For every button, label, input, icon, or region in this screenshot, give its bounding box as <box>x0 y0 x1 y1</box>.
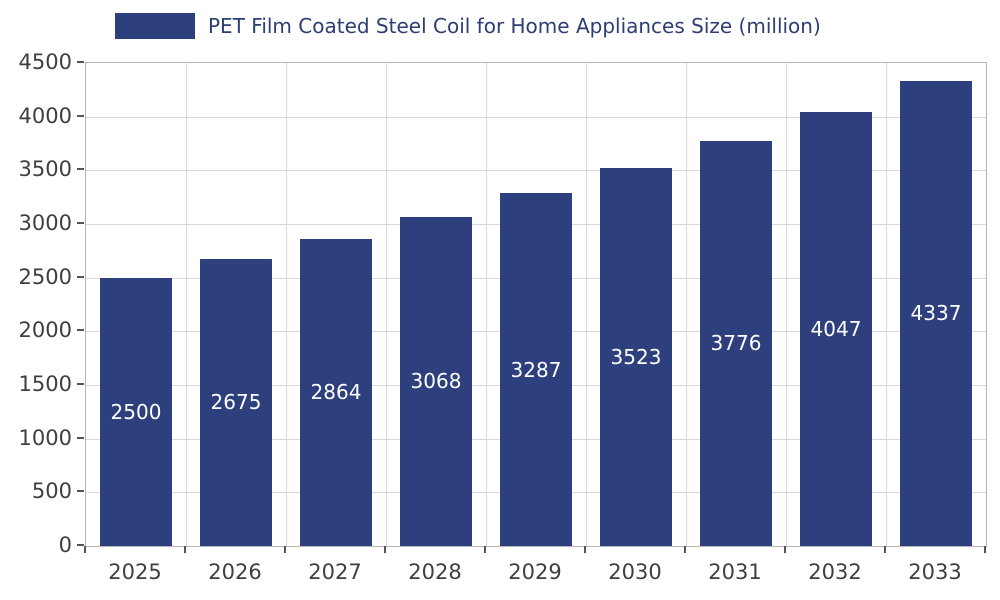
x-tick-label: 2032 <box>808 560 862 584</box>
y-tick-mark <box>77 383 84 385</box>
v-gridline <box>486 63 487 546</box>
plot-area: 2500 2675 2864 3068 3287 3523 3776 4047 4337 <box>85 62 987 547</box>
bar <box>400 216 472 546</box>
y-tick-mark <box>77 490 84 493</box>
h-gridline <box>86 116 986 118</box>
legend-swatch <box>115 13 195 39</box>
x-tick-mark <box>984 546 986 553</box>
bar-value-label: 2500 <box>110 399 162 424</box>
bar <box>100 277 172 546</box>
bar-value-label: 3287 <box>510 357 562 382</box>
y-tick-mark <box>77 544 84 546</box>
y-tick-mark <box>77 329 84 332</box>
bar-value-label: 2864 <box>310 380 362 405</box>
y-tick-mark <box>77 222 84 224</box>
x-tick-label: 2030 <box>608 560 662 584</box>
y-tick-label: 4500 <box>18 50 72 74</box>
x-tick-label: 2025 <box>108 560 162 584</box>
y-tick-mark <box>77 61 84 63</box>
bar <box>300 238 372 546</box>
x-tick-mark <box>684 546 686 553</box>
x-tick-label: 2029 <box>508 560 562 584</box>
bar <box>700 140 772 546</box>
x-tick-mark <box>584 546 586 553</box>
bar-value-label: 2675 <box>210 390 262 415</box>
y-tick-label: 0 <box>58 533 72 557</box>
x-tick-label: 2026 <box>208 560 262 584</box>
bar-value-label: 3068 <box>410 369 462 394</box>
y-tick-mark <box>77 168 84 171</box>
y-tick-label: 2500 <box>18 264 72 289</box>
x-tick-mark <box>884 546 886 553</box>
y-tick-label: 4000 <box>18 103 72 128</box>
legend-label: PET Film Coated Steel Coil for Home Appl… <box>208 14 821 38</box>
bar <box>500 193 572 546</box>
y-tick-label: 1000 <box>18 425 72 450</box>
y-tick-label: 3000 <box>18 211 72 235</box>
x-tick-mark <box>784 546 786 553</box>
bar <box>600 167 672 546</box>
v-gridline <box>186 63 187 546</box>
h-gridline <box>86 170 986 172</box>
bar-value-label: 3523 <box>610 344 662 369</box>
v-gridline <box>385 63 387 546</box>
v-gridline <box>786 63 787 546</box>
x-tick-mark <box>284 546 286 553</box>
v-gridline <box>286 63 287 546</box>
bar-value-label: 4047 <box>810 316 862 341</box>
bar <box>200 258 272 546</box>
x-tick-label: 2031 <box>708 560 762 584</box>
bar-value-label: 4337 <box>910 301 962 326</box>
y-tick-mark <box>77 275 84 278</box>
x-tick-mark <box>84 546 86 553</box>
y-tick-label: 1500 <box>18 372 72 396</box>
v-gridline <box>586 63 587 546</box>
x-tick-label: 2033 <box>908 560 962 584</box>
x-tick-label: 2027 <box>308 560 362 584</box>
y-tick-mark <box>77 114 84 117</box>
x-tick-label: 2028 <box>408 560 462 584</box>
bar-value-label: 3776 <box>710 331 762 356</box>
legend: PET Film Coated Steel Coil for Home Appl… <box>115 13 821 39</box>
y-tick-label: 500 <box>31 479 72 504</box>
x-tick-mark <box>484 546 486 553</box>
y-tick-mark <box>77 436 84 439</box>
y-tick-label: 2000 <box>18 318 72 343</box>
y-tick-label: 3500 <box>18 157 72 182</box>
x-tick-mark <box>384 546 386 553</box>
bar <box>900 80 972 546</box>
v-gridline <box>886 63 887 546</box>
x-tick-mark <box>184 546 186 553</box>
bar <box>800 111 872 546</box>
v-gridline <box>685 63 687 546</box>
